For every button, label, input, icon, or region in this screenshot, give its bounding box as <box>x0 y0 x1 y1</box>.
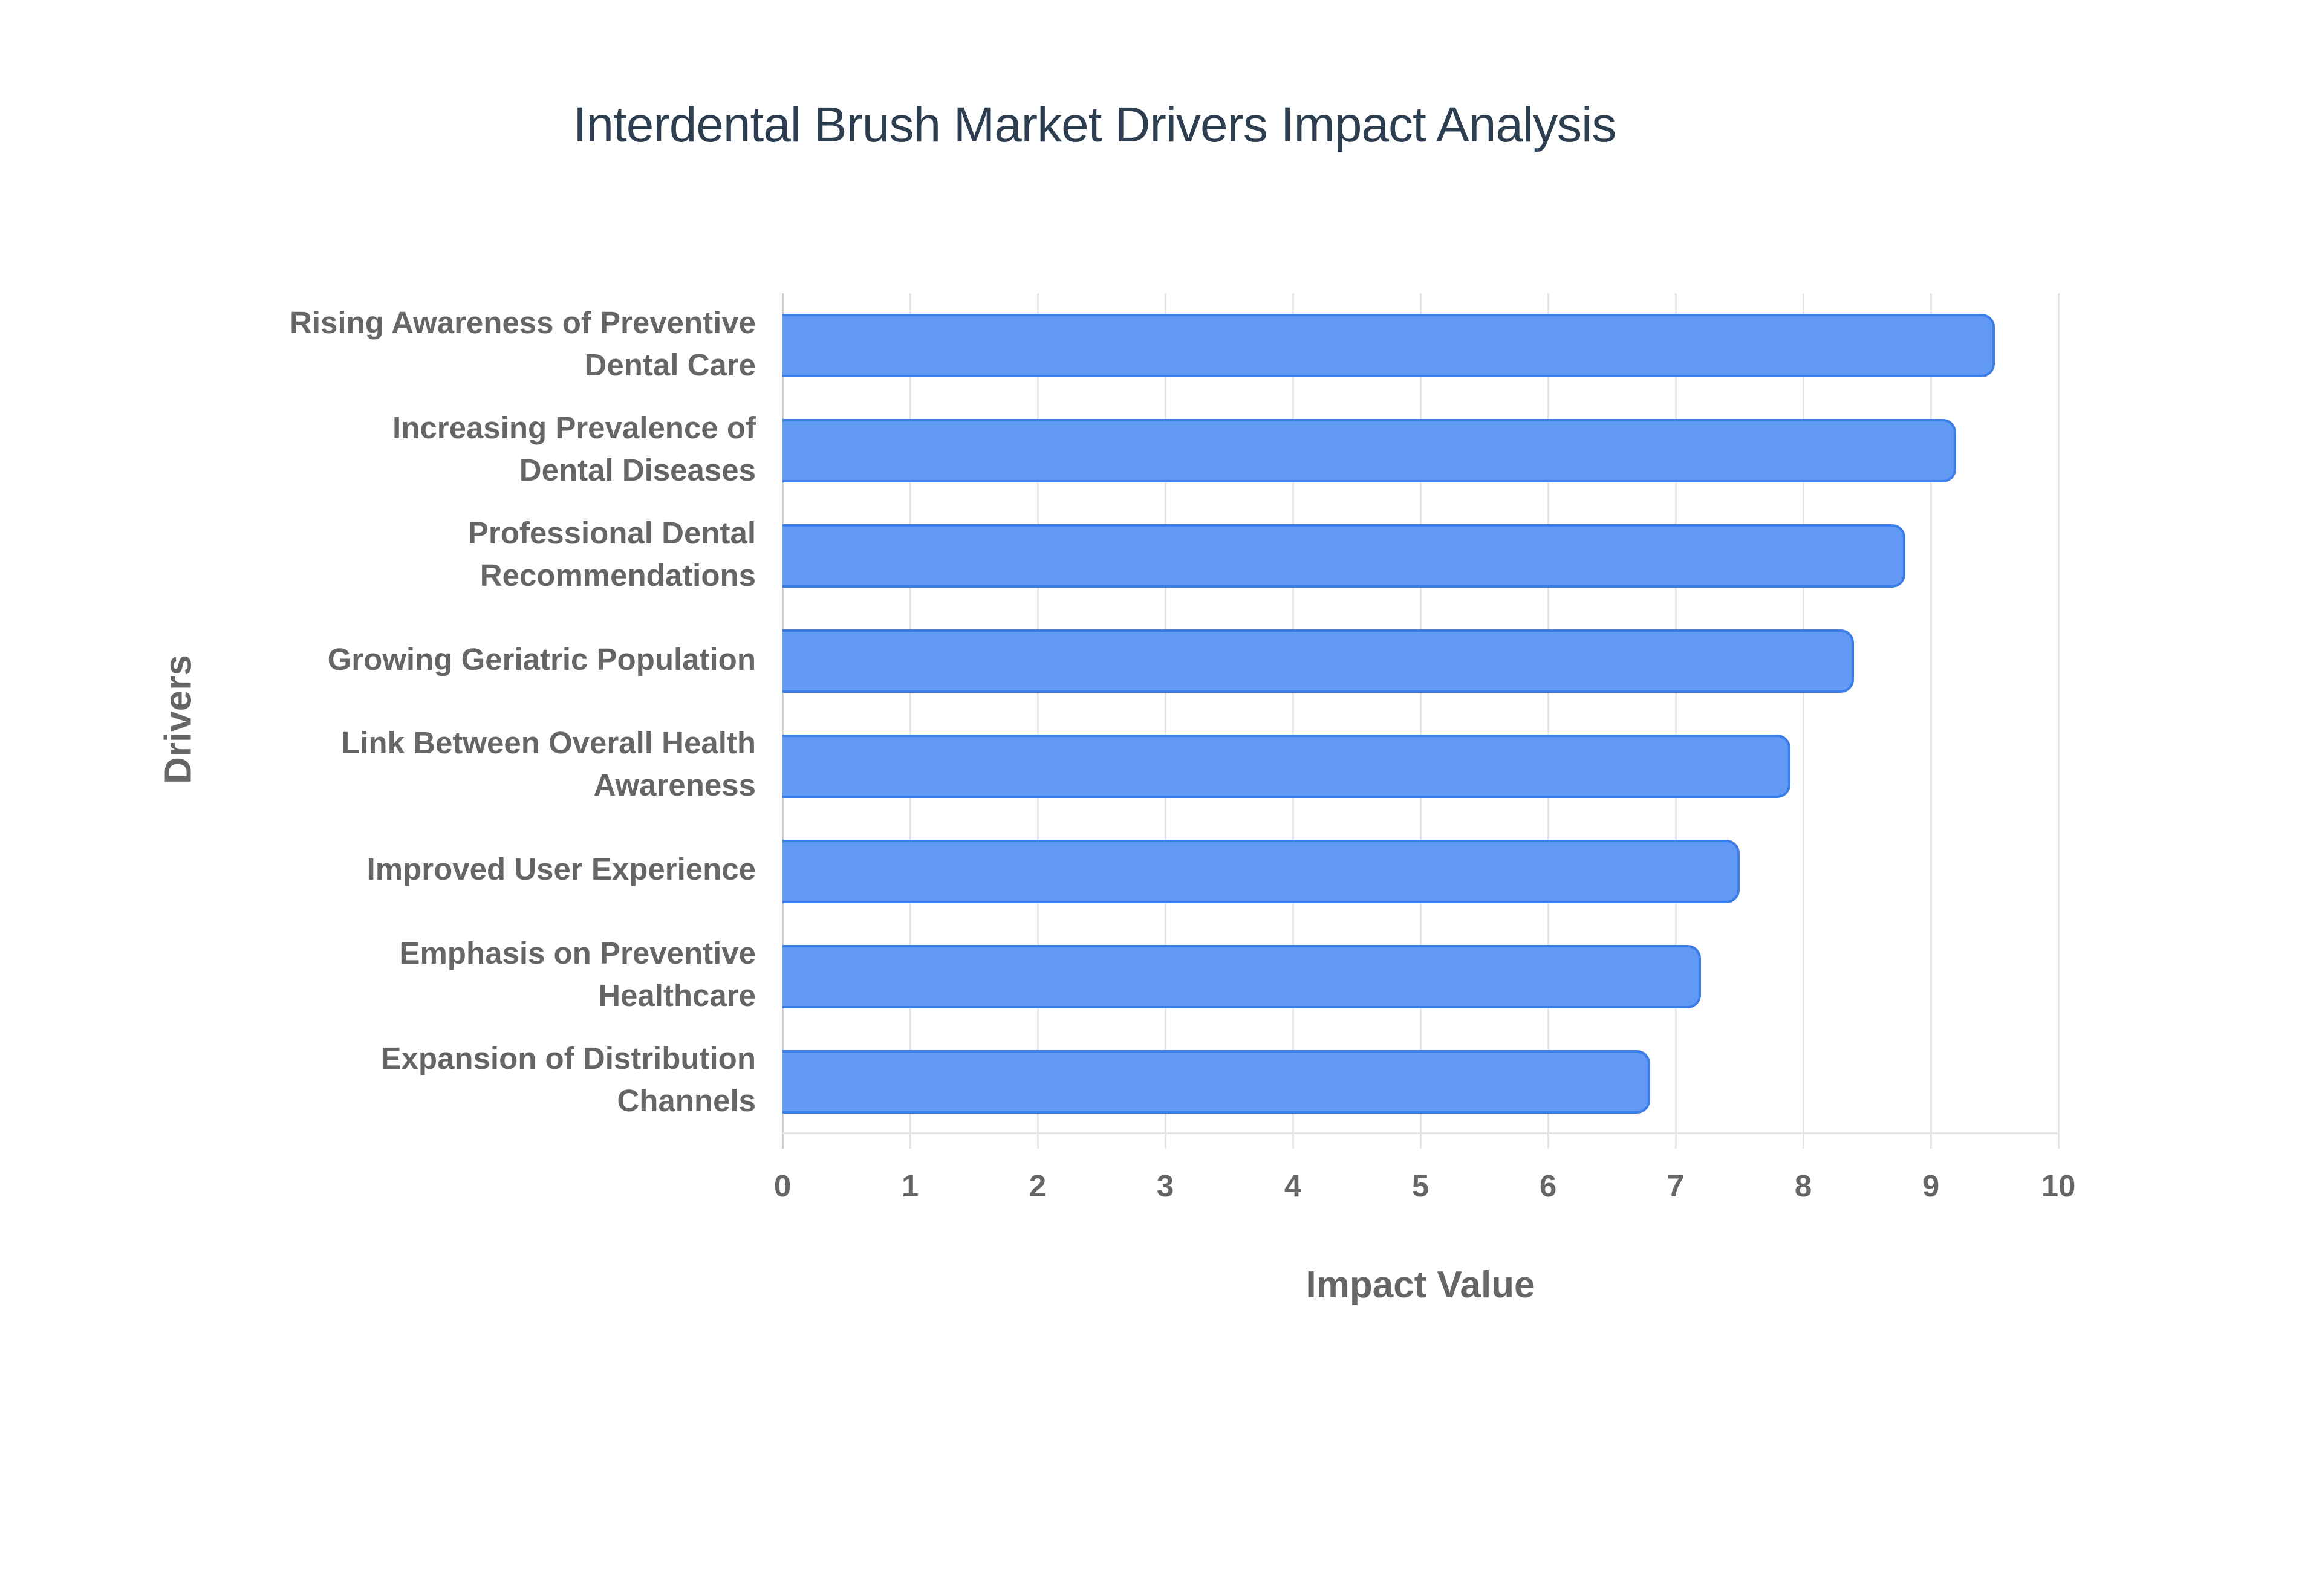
y-tick-line: Rising Awareness of Preventive <box>290 305 756 340</box>
bar[interactable] <box>782 839 1740 903</box>
gridline <box>2058 293 2060 1149</box>
y-tick-line: Channels <box>617 1083 756 1118</box>
y-tick-line: Expansion of Distribution <box>380 1041 756 1076</box>
y-tick-label: Professional Dental Recommendations <box>0 504 756 609</box>
y-tick-line: Awareness <box>593 768 756 803</box>
bar[interactable] <box>782 524 1905 588</box>
y-tick-line: Dental Care <box>584 347 756 382</box>
y-tick-label: Rising Awareness of Preventive Dental Car… <box>0 293 756 398</box>
x-tick-label: 8 <box>1794 1169 1812 1203</box>
gridline <box>909 293 911 1149</box>
y-tick-line: Link Between Overall Health <box>341 725 756 761</box>
x-tick-label: 3 <box>1156 1169 1174 1203</box>
y-tick-text: Increasing Prevalence of Dental Diseases <box>392 407 756 491</box>
bar[interactable] <box>782 1049 1650 1114</box>
y-tick-text: Professional Dental Recommendations <box>468 512 756 597</box>
y-tick-line: Professional Dental <box>467 515 756 550</box>
y-tick-text: Emphasis on Preventive Healthcare <box>399 932 756 1017</box>
chart-title: Interdental Brush Market Drivers Impact … <box>573 97 1617 152</box>
bar[interactable] <box>782 734 1790 798</box>
y-tick-line: Healthcare <box>598 978 756 1013</box>
x-tick-label: 1 <box>901 1169 919 1203</box>
y-tick-text: Improved User Experience <box>367 848 756 890</box>
x-tick-label: 6 <box>1539 1169 1557 1203</box>
bar[interactable] <box>782 419 1957 483</box>
y-tick-label: Expansion of Distribution Channels <box>0 1029 756 1134</box>
y-tick-line: Increasing Prevalence of <box>392 410 756 445</box>
plot-area <box>782 293 2060 1149</box>
y-tick-label: Emphasis on Preventive Healthcare <box>0 924 756 1029</box>
y-tick-text: Rising Awareness of Preventive Dental Car… <box>290 302 756 386</box>
y-tick-text: Growing Geriatric Population <box>328 638 756 681</box>
x-tick-label: 0 <box>773 1169 792 1203</box>
gridline <box>1930 293 1932 1149</box>
gridline <box>1165 293 1166 1149</box>
gridline <box>782 293 784 1149</box>
bar[interactable] <box>782 944 1702 1008</box>
bar[interactable] <box>782 314 1995 378</box>
x-tick-label: 10 <box>2041 1169 2076 1203</box>
x-tick-label: 4 <box>1284 1169 1302 1203</box>
gridline <box>1037 293 1039 1149</box>
y-tick-line: Recommendations <box>480 557 756 592</box>
x-axis-title: Impact Value <box>1306 1264 1535 1306</box>
y-tick-text: Link Between Overall Health Awareness <box>341 722 756 806</box>
gridline <box>1675 293 1677 1149</box>
y-tick-label: Growing Geriatric Population <box>0 609 756 714</box>
x-tick-label: 7 <box>1667 1169 1685 1203</box>
y-tick-line: Emphasis on Preventive <box>399 936 756 971</box>
y-tick-label: Increasing Prevalence of Dental Diseases <box>0 398 756 504</box>
y-tick-label: Link Between Overall Health Awareness <box>0 714 756 819</box>
y-tick-line: Improved User Experience <box>366 852 756 887</box>
bar[interactable] <box>782 629 1855 693</box>
x-tick-label: 9 <box>1922 1169 1940 1203</box>
y-tick-line: Growing Geriatric Population <box>327 641 756 676</box>
gridline <box>1420 293 1422 1149</box>
y-tick-label: Improved User Experience <box>0 819 756 924</box>
y-tick-text: Expansion of Distribution Channels <box>381 1037 756 1122</box>
gridline <box>1803 293 1804 1149</box>
y-tick-line: Dental Diseases <box>519 452 756 487</box>
x-tick-label: 2 <box>1029 1169 1047 1203</box>
gridline <box>1547 293 1549 1149</box>
gridline <box>1292 293 1294 1149</box>
x-tick-label: 5 <box>1411 1169 1429 1203</box>
x-axis-line <box>782 1132 2058 1134</box>
